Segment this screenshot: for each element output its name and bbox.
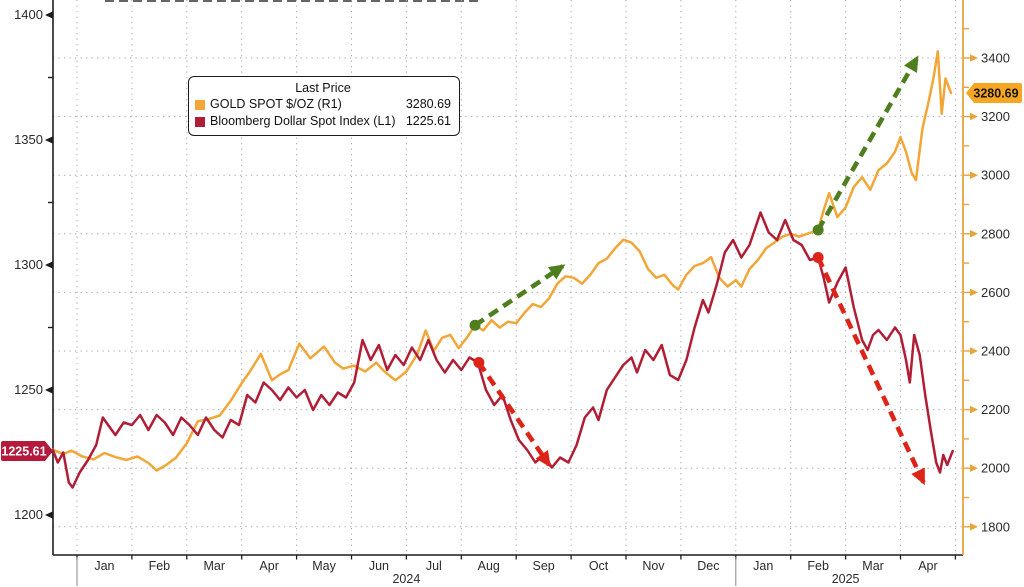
svg-text:Apr: Apr — [259, 559, 278, 573]
gold-series-swatch-icon — [195, 99, 205, 110]
svg-text:2200: 2200 — [981, 402, 1010, 417]
svg-text:Dec: Dec — [697, 559, 719, 573]
svg-text:Aug: Aug — [478, 559, 500, 573]
svg-text:Nov: Nov — [642, 559, 665, 573]
legend-item-gold: GOLD SPOT $/OZ (R1) 3280.69 — [195, 96, 451, 113]
svg-text:Mar: Mar — [862, 559, 884, 573]
svg-text:Jan: Jan — [753, 559, 773, 573]
legend-item-dollar-index: Bloomberg Dollar Spot Index (L1) 1225.61 — [195, 113, 451, 130]
svg-text:Apr: Apr — [918, 559, 937, 573]
trend-arrow-up-0 — [469, 264, 566, 331]
gold-last-price-badge: 3280.69 — [966, 82, 1022, 103]
svg-text:2025: 2025 — [832, 572, 860, 586]
trend-arrow-up-2 — [812, 55, 919, 236]
right-axis: 3400 3200 3000 2800 2600 2400 2200 2000 1800 — [963, 28, 1010, 534]
svg-text:3280.69: 3280.69 — [973, 86, 1018, 100]
svg-text:2024: 2024 — [392, 572, 420, 586]
svg-text:2400: 2400 — [981, 344, 1010, 359]
svg-text:May: May — [312, 559, 336, 573]
svg-text:Feb: Feb — [149, 559, 171, 573]
svg-text:1350: 1350 — [14, 132, 43, 147]
svg-text:Mar: Mar — [203, 559, 225, 573]
gridlines — [53, 0, 963, 555]
svg-text:1250: 1250 — [14, 382, 43, 397]
dollar-series-label: Bloomberg Dollar Spot Index (L1) — [210, 114, 396, 128]
chart-legend: Last Price GOLD SPOT $/OZ (R1) 3280.69 B… — [188, 76, 460, 136]
svg-text:3000: 3000 — [981, 168, 1010, 183]
trend-arrow-down-1 — [473, 357, 552, 468]
svg-text:1300: 1300 — [14, 257, 43, 272]
svg-text:1225.61: 1225.61 — [1, 444, 46, 458]
trend-arrow-down-3 — [812, 252, 926, 486]
legend-title: Last Price — [295, 81, 351, 95]
svg-text:Jul: Jul — [426, 559, 442, 573]
series-line-L1 — [51, 211, 954, 489]
gold-series-label: GOLD SPOT $/OZ (R1) — [210, 97, 342, 111]
dollar-series-last-price: 1225.61 — [405, 114, 451, 128]
svg-text:2600: 2600 — [981, 285, 1010, 300]
svg-text:3400: 3400 — [981, 51, 1010, 66]
svg-text:Feb: Feb — [807, 559, 829, 573]
left-axis: 1400 1350 1300 1250 1200 — [14, 7, 53, 522]
gold-series-last-price: 3280.69 — [405, 97, 451, 111]
svg-text:Oct: Oct — [589, 559, 609, 573]
svg-text:Jun: Jun — [369, 559, 389, 573]
clipped-title-remnant — [105, 0, 480, 2]
svg-text:Jan: Jan — [94, 559, 114, 573]
dollar-series-swatch-icon — [195, 116, 205, 127]
svg-text:3200: 3200 — [981, 109, 1010, 124]
svg-text:2000: 2000 — [981, 461, 1010, 476]
svg-text:1200: 1200 — [14, 507, 43, 522]
svg-text:1800: 1800 — [981, 519, 1010, 534]
axes-frame — [52, 0, 964, 556]
x-axis: Jan Feb Mar Apr May Jun Jul Aug Sep Oct Nov Dec Jan F… — [76, 555, 957, 586]
series-line-R1 — [51, 50, 953, 472]
svg-text:2800: 2800 — [981, 226, 1010, 241]
svg-text:1400: 1400 — [14, 7, 43, 22]
dollar-last-price-badge: 1225.61 — [1, 440, 53, 461]
svg-text:Sep: Sep — [533, 559, 555, 573]
